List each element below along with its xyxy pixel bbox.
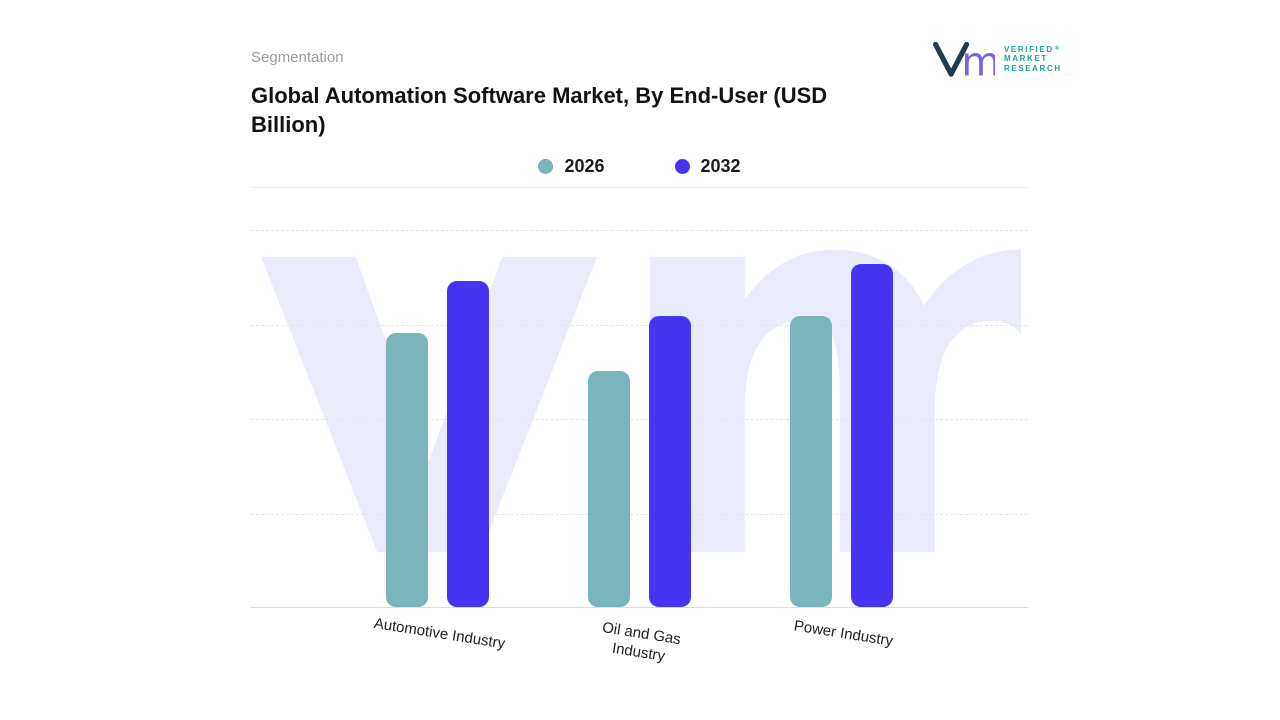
bar-2026-group-1 [386,332,428,607]
bar-2026-group-3 [790,315,832,607]
legend-label-2032: 2032 [700,155,741,176]
bar-group-1 [386,230,489,607]
bar-group-3 [790,230,893,607]
category-label-slot: Oil and Gas Industry [588,619,691,665]
legend-dot-2032 [674,158,690,174]
category-label: Power Industry [792,617,894,650]
category-labels: Automotive Industry Oil and Gas Industry P… [251,615,1028,665]
bar-2032-group-1 [447,281,489,607]
legend-dot-2026 [538,158,554,174]
chart-card: Segmentation Global Automation Software … [251,49,1028,665]
vmr-logo: m VERIFIED® MARKET RESEARCH [933,38,1062,78]
chart-title: Global Automation Software Market, By En… [251,83,828,137]
logo-m-glyph: m [961,39,995,78]
registered-trademark: ® [1054,45,1060,52]
logo-line-research: RESEARCH [1004,63,1062,73]
baseline [251,607,1028,608]
bar-2032-group-2 [649,315,691,607]
bar-groups [251,230,1028,607]
logo-line-market: MARKET [1004,54,1048,64]
vmr-logo-text: VERIFIED® MARKET RESEARCH [1004,43,1062,74]
category-label-slot: Automotive Industry [372,615,506,662]
legend-label-2026: 2026 [564,155,605,176]
legend-item-2026: 2026 [538,155,605,177]
segmentation-label: Segmentation [251,49,344,66]
bar-group-2 [588,230,691,607]
plot-area: vmr [251,230,1028,608]
category-label: Automotive Industry [372,614,506,653]
bar-2032-group-3 [851,264,893,607]
vmr-logo-mark: m [933,39,995,78]
legend-divider [251,187,1028,188]
logo-v-glyph [933,41,970,77]
category-label-slot: Power Industry [790,617,893,662]
category-label: Oil and Gas Industry [600,619,682,665]
logo-line-verified: VERIFIED® [1004,45,1062,55]
bar-2026-group-2 [588,370,630,607]
chart-legend: 2026 2032 [251,154,1028,178]
logo-word: VERIFIED [1004,44,1054,54]
legend-item-2032: 2032 [674,155,741,177]
